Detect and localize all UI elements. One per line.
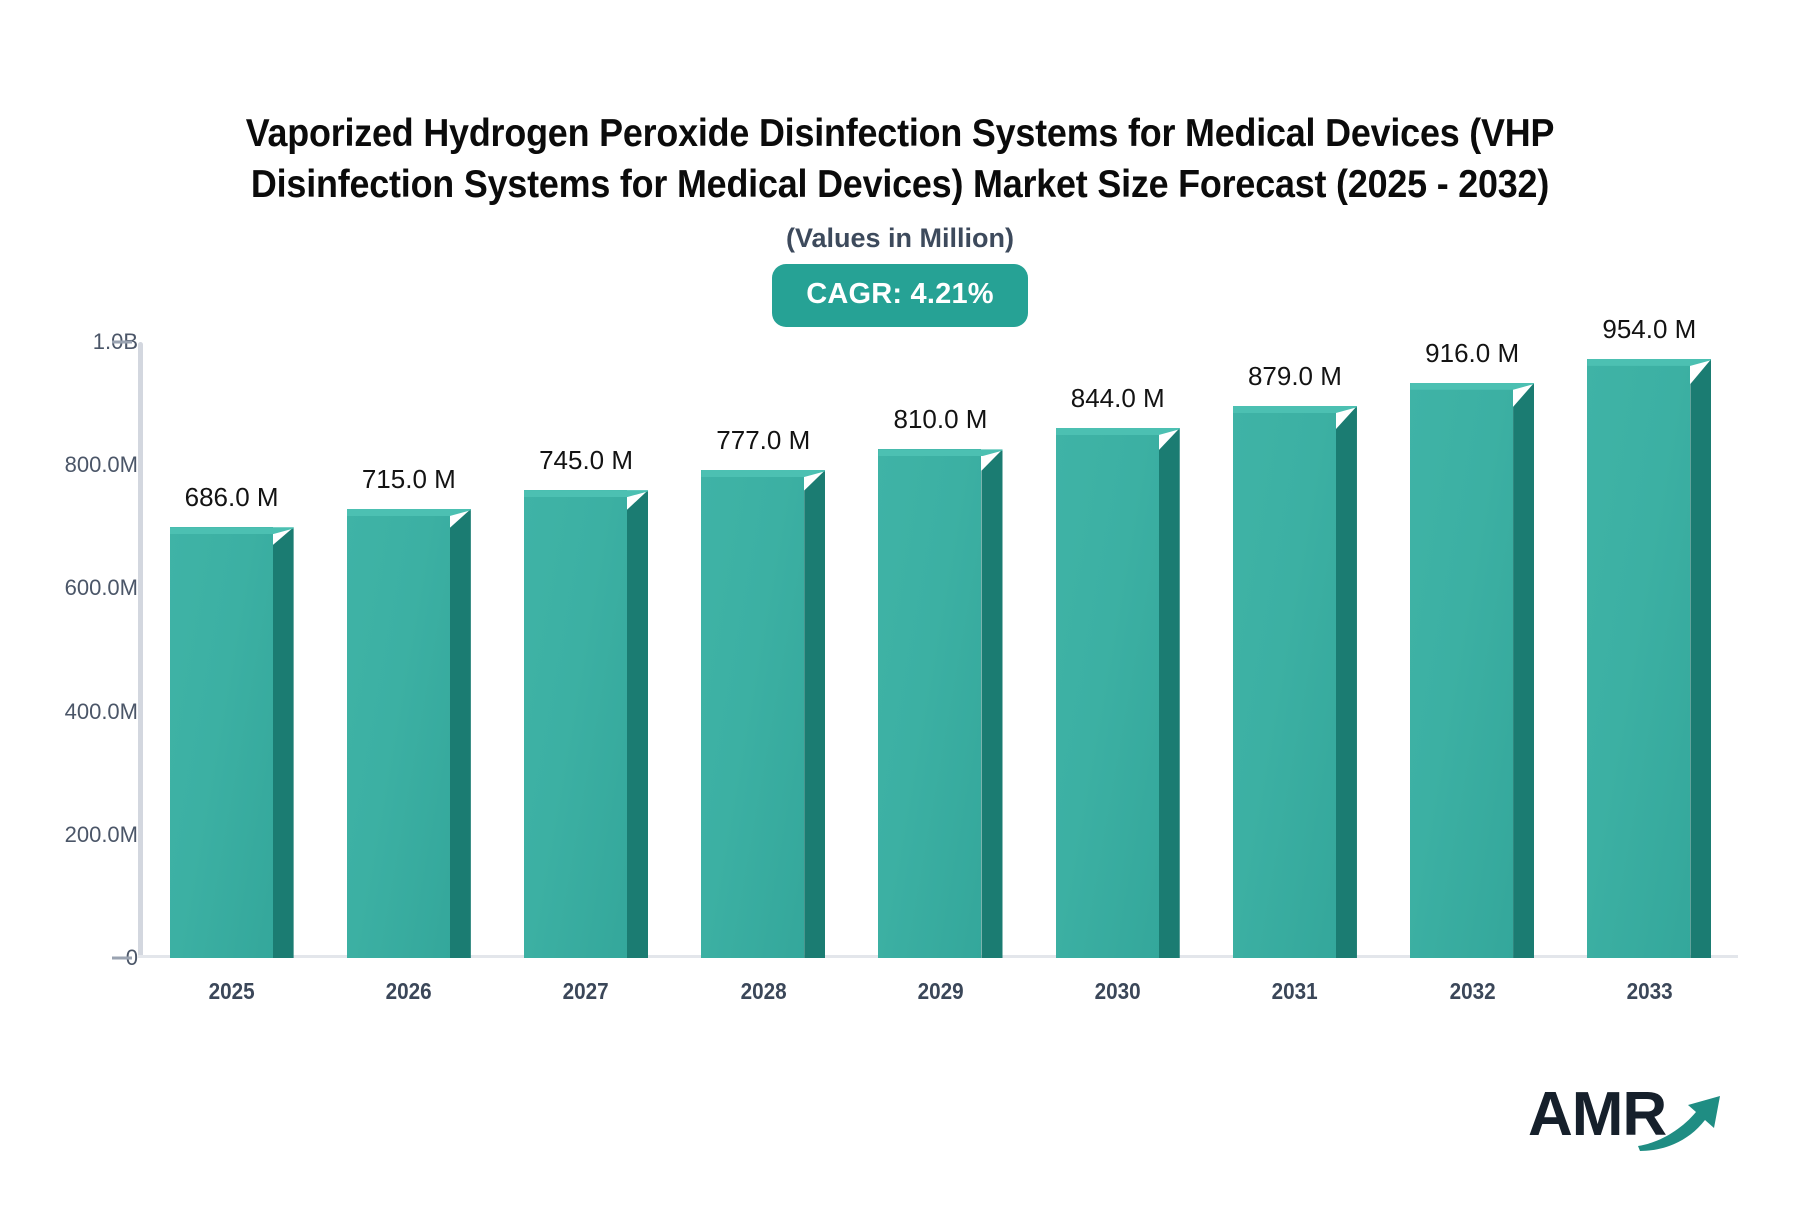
chart-header: Vaporized Hydrogen Peroxide Disinfection… — [0, 108, 1800, 254]
y-axis-tick-mark — [112, 340, 132, 344]
bar[interactable] — [346, 508, 471, 958]
x-axis-tick-label: 2030 — [1094, 978, 1141, 1004]
bar-group: 715.0 M 2026 — [320, 330, 497, 1004]
bar-side-face — [1158, 427, 1180, 958]
bar-group: 777.0 M 2028 — [675, 330, 852, 1004]
x-axis-tick-label: 2026 — [385, 978, 432, 1004]
y-axis-tick-label: 200.0M — [64, 821, 138, 847]
y-axis-tick-label: 400.0M — [64, 698, 138, 724]
x-axis-tick-label: 2033 — [1626, 978, 1673, 1004]
bar-value-label: 686.0 M — [184, 482, 279, 513]
bar-top-face — [1055, 427, 1180, 435]
bar-front-face — [1055, 427, 1159, 958]
bar-top-face — [1232, 406, 1357, 413]
amr-logo: AMR — [1528, 1080, 1720, 1160]
bar-top-face — [878, 449, 1003, 457]
y-axis-tick-label: 800.0M — [64, 452, 138, 478]
bar-top-face — [701, 470, 826, 478]
bar-top-face — [1410, 382, 1535, 390]
bar-front-face — [1587, 358, 1691, 958]
bar[interactable] — [169, 527, 294, 958]
x-axis-tick-label: 2025 — [208, 978, 255, 1004]
bar-group: 810.0 M 2029 — [852, 330, 1029, 1004]
bar[interactable] — [1232, 406, 1357, 958]
y-axis-line — [138, 342, 143, 958]
page-title: Vaporized Hydrogen Peroxide Disinfection… — [245, 112, 1555, 207]
bar-top-face — [169, 527, 294, 535]
bar-value-label: 715.0 M — [361, 463, 456, 494]
bar-top-face — [524, 490, 649, 498]
bar-top-face — [1587, 358, 1712, 366]
bar-group: 686.0 M 2025 — [143, 330, 320, 1004]
status-badge: CAGR: 4.21% — [772, 264, 1028, 327]
bar-value-label: 777.0 M — [716, 425, 811, 456]
bar[interactable] — [878, 449, 1003, 958]
x-axis-tick-label: 2027 — [563, 978, 610, 1004]
bar-side-face — [272, 527, 294, 958]
logo-wordmark: AMR — [1528, 1080, 1667, 1149]
bar[interactable] — [1055, 427, 1180, 958]
bar-side-face — [981, 449, 1003, 958]
x-axis-tick-label: 2031 — [1271, 978, 1318, 1004]
bar-front-face — [1410, 382, 1514, 958]
bar-value-label: 879.0 M — [1247, 361, 1342, 391]
bar-value-label: 916.0 M — [1425, 337, 1520, 368]
bar-value-label: 954.0 M — [1602, 313, 1697, 344]
bar-front-face — [878, 449, 982, 958]
bar-side-face — [1690, 358, 1712, 958]
bar-front-face — [169, 527, 273, 958]
bar-front-face — [524, 490, 627, 958]
bar-series: 686.0 M 2025 715.0 M 2026 745.0 M 2027 777.0 M… — [143, 314, 1738, 1004]
growth-arrow-icon — [1638, 1096, 1720, 1151]
y-axis-tick-label: 600.0M — [64, 575, 138, 601]
bar-group: 954.0 M 2033 — [1561, 314, 1738, 1004]
cagr-badge-container: CAGR: 4.21% — [0, 264, 1800, 327]
x-axis-tick-label: 2029 — [917, 978, 964, 1004]
bar-side-face — [626, 490, 649, 958]
bar[interactable] — [1587, 358, 1712, 958]
bar-value-label: 810.0 M — [893, 404, 988, 435]
bar-group: 844.0 M 2030 — [1029, 330, 1206, 1004]
chart-subtitle: (Values in Million) — [785, 222, 1015, 253]
bar-value-label: 745.0 M — [539, 445, 634, 476]
bar[interactable] — [1410, 382, 1535, 958]
bar-group: 916.0 M 2032 — [1384, 330, 1561, 1004]
bar-side-face — [1335, 406, 1357, 958]
bar-side-face — [449, 508, 471, 958]
bar-top-face — [346, 508, 471, 516]
bar-side-face — [1513, 382, 1535, 958]
bar-value-label: 844.0 M — [1070, 382, 1165, 413]
x-axis-tick-label: 2028 — [740, 978, 787, 1004]
bar[interactable] — [701, 470, 826, 958]
bar[interactable] — [524, 490, 649, 958]
y-axis-tick-mark — [112, 956, 132, 960]
bar-front-face — [1232, 406, 1336, 958]
bar-group: 745.0 M 2027 — [497, 330, 674, 1004]
bar-group: 879.0 M 2031 — [1206, 330, 1383, 1004]
bar-side-face — [804, 470, 826, 958]
bar-front-face — [701, 470, 805, 958]
x-axis-tick-label: 2032 — [1449, 978, 1496, 1004]
bar-front-face — [346, 508, 450, 958]
